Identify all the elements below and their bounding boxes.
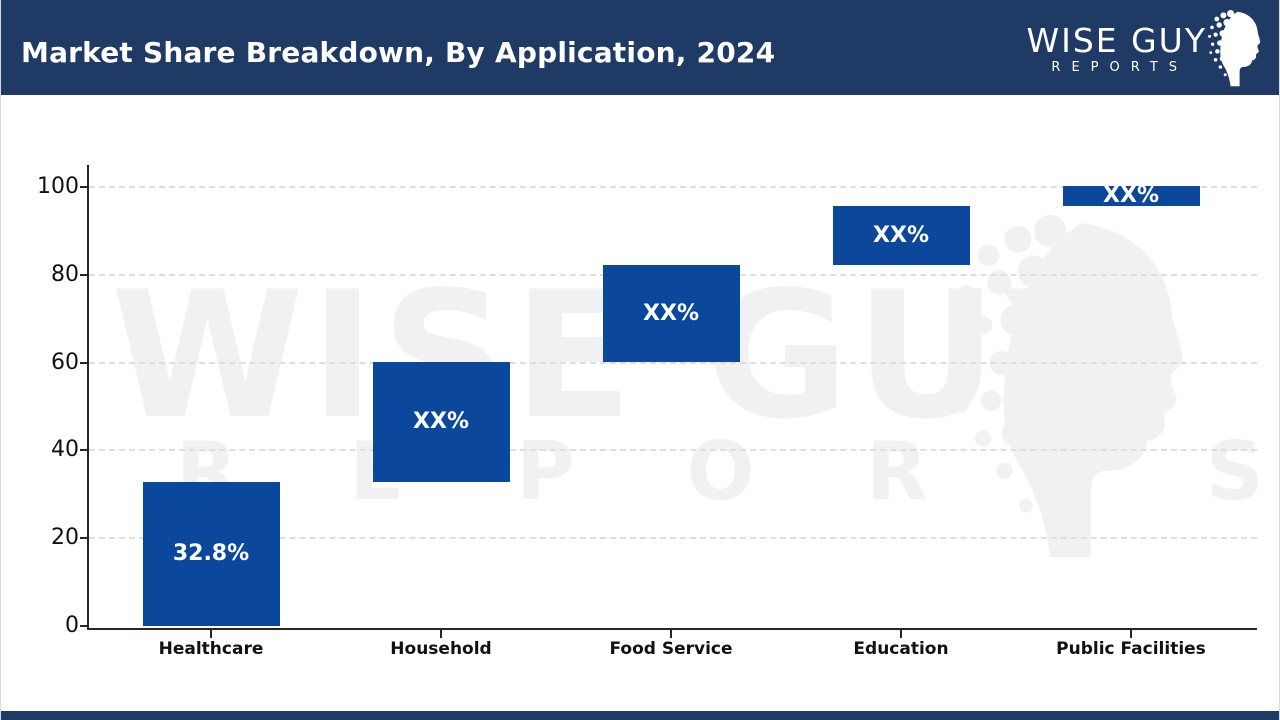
gridline-40: [89, 449, 1257, 452]
x-category-label: Food Service: [609, 639, 733, 659]
y-tick-mark: [80, 186, 88, 188]
gridline-20: [89, 537, 1257, 540]
bar-education: XX%: [832, 206, 970, 266]
page-title: Market Share Breakdown, By Application, …: [21, 36, 776, 69]
y-tick-mark: [80, 449, 88, 452]
x-category-label: Healthcare: [158, 639, 264, 659]
y-tick-mark: [80, 361, 88, 364]
x-tick-mark: [1130, 630, 1132, 638]
x-category-label: Public Facilities: [1056, 639, 1206, 659]
x-tick-mark: [900, 630, 902, 638]
y-tick-label: 60: [51, 349, 79, 375]
x-axis-line: [87, 628, 1257, 630]
x-category-label: Household: [390, 639, 492, 659]
watermark-head-icon: [949, 215, 1183, 557]
bar-value-label: XX%: [643, 300, 699, 326]
bar-food-service: XX%: [602, 265, 740, 362]
bar-healthcare: 32.8%: [142, 482, 280, 626]
y-tick-label: 80: [51, 261, 79, 287]
logo-wordmark: WISE GUY: [1026, 20, 1207, 60]
gridline-100: [89, 186, 1257, 188]
y-tick-label: 20: [51, 525, 79, 551]
header: Market Share Breakdown, By Application, …: [1, 0, 1279, 95]
y-tick-label: 100: [37, 174, 79, 199]
y-axis-line: [87, 165, 89, 630]
logo-text: WISE GUY REPORTS: [1026, 20, 1207, 75]
bar-value-label: XX%: [1103, 183, 1159, 209]
gridline-60: [89, 361, 1257, 364]
bar-value-label: XX%: [413, 409, 469, 435]
x-tick-mark: [440, 630, 442, 638]
wise-guy-logo: WISE GUY REPORTS: [1026, 8, 1265, 90]
footer-bar: [1, 711, 1279, 720]
dotted-head-icon: [1208, 10, 1261, 87]
bar-household: XX%: [372, 361, 510, 482]
x-category-label: Education: [853, 639, 949, 659]
y-tick-mark: [80, 273, 88, 276]
logo-subtitle: REPORTS: [1051, 59, 1189, 75]
y-tick-label: 40: [51, 437, 79, 463]
x-tick-mark: [210, 630, 212, 638]
y-tick-mark: [80, 625, 88, 627]
y-tick-mark: [80, 537, 88, 540]
bar-value-label: XX%: [873, 223, 929, 249]
y-tick-label: 0: [65, 613, 79, 638]
bar-value-label: 32.8%: [172, 541, 250, 567]
x-tick-mark: [670, 630, 672, 638]
bar-public-facilities: XX%: [1062, 183, 1200, 209]
